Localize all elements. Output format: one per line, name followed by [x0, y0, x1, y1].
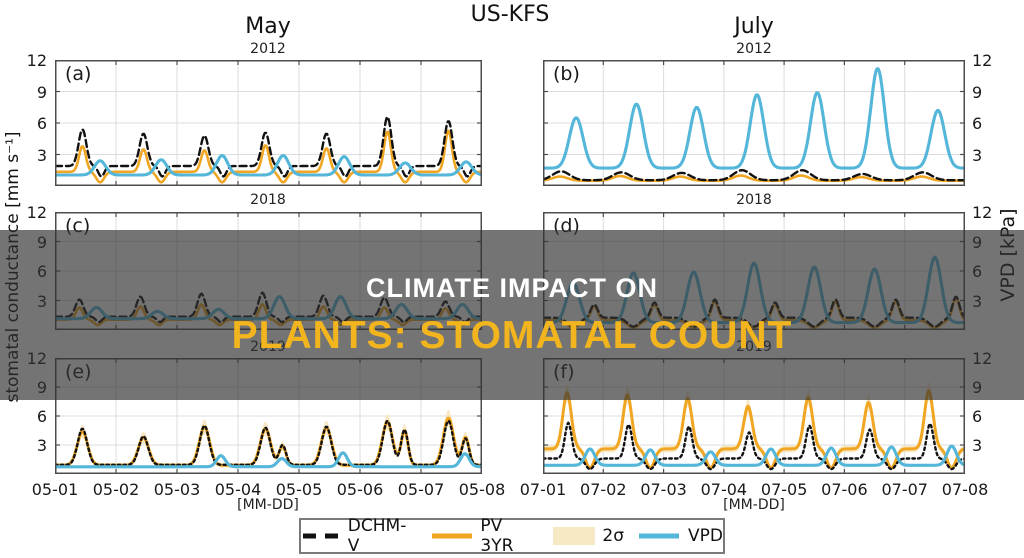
subplot-a-canvas — [55, 60, 482, 186]
legend-item-pv: PV 3YR — [430, 516, 541, 556]
subplot-b: (b) — [543, 60, 965, 186]
y-tick-label: 6 — [972, 114, 983, 133]
x-axis-label-may: [MM-DD] — [237, 497, 299, 513]
legend-item-dchm: DCHM-V — [301, 516, 417, 556]
x-tick-label: 07-02 — [580, 480, 627, 499]
year-label-a: 2012 — [250, 41, 286, 57]
y-tick-label: 12 — [972, 203, 993, 222]
column-header-july: July — [734, 14, 774, 39]
y-tick-label: 12 — [26, 51, 47, 70]
y-tick-label: 6 — [36, 407, 47, 426]
x-tick-label: 05-04 — [214, 480, 262, 499]
legend-label-dchm: DCHM-V — [347, 516, 407, 556]
y-tick-label: 12 — [972, 51, 993, 70]
subplot-b-canvas — [543, 60, 965, 186]
subplot-a: (a) — [55, 60, 482, 186]
x-tick-label: 05-08 — [458, 480, 506, 499]
shaded-band-swatch-icon — [553, 527, 596, 545]
y-tick-label: 3 — [36, 145, 47, 165]
y-tick-label: 9 — [972, 82, 983, 102]
year-label-d: 2018 — [736, 192, 772, 208]
y-tick-label: 3 — [36, 436, 47, 455]
banner-line1: CLIMATE IMPACT ON — [366, 272, 658, 303]
overlay-banner: CLIMATE IMPACT ON PLANTS: STOMATAL COUNT — [0, 230, 1024, 400]
y-tick-label: 3 — [972, 436, 983, 455]
year-label-c: 2018 — [250, 192, 286, 208]
x-tick-label: 07-08 — [941, 480, 989, 499]
x-tick-label: 07-06 — [821, 480, 868, 499]
solid-line-swatch-icon — [639, 533, 680, 539]
x-tick-label: 07-03 — [640, 480, 687, 499]
legend: DCHM-V PV 3YR 2σ VPD — [299, 516, 725, 556]
x-tick-label: 05-07 — [397, 480, 445, 499]
subplot-a-label: (a) — [65, 63, 92, 85]
x-tick-label: 07-04 — [700, 480, 748, 499]
x-tick-label: 05-03 — [153, 480, 201, 499]
dashed-line-swatch-icon — [303, 533, 339, 539]
legend-label-band: 2σ — [602, 526, 625, 546]
x-tick-label: 07-07 — [881, 480, 928, 499]
legend-item-vpd: VPD — [637, 526, 723, 546]
banner-line2: PLANTS: STOMATAL COUNT — [231, 313, 793, 357]
x-tick-label: 05-01 — [31, 480, 79, 499]
column-header-may: May — [245, 14, 291, 39]
y-tick-label: 3 — [972, 145, 983, 165]
x-tick-label: 05-05 — [275, 480, 323, 499]
x-tick-label: 05-02 — [92, 480, 140, 499]
y-tick-label: 9 — [36, 82, 47, 102]
solid-line-swatch-icon — [431, 533, 472, 539]
x-tick-label: 07-01 — [519, 480, 567, 499]
y-tick-label: 12 — [26, 203, 47, 222]
x-tick-label: 07-05 — [760, 480, 808, 499]
figure-title: US-KFS — [470, 2, 550, 27]
legend-label-pv: PV 3YR — [480, 516, 514, 556]
x-tick-label: 05-06 — [336, 480, 384, 499]
subplot-b-label: (b) — [553, 63, 580, 85]
y-tick-label: 6 — [972, 407, 983, 426]
legend-item-band: 2σ — [553, 526, 624, 546]
y-tick-label: 6 — [36, 114, 47, 133]
year-label-b: 2012 — [736, 41, 772, 57]
x-axis-label-july: [MM-DD] — [723, 497, 785, 513]
legend-label-vpd: VPD — [688, 526, 723, 546]
